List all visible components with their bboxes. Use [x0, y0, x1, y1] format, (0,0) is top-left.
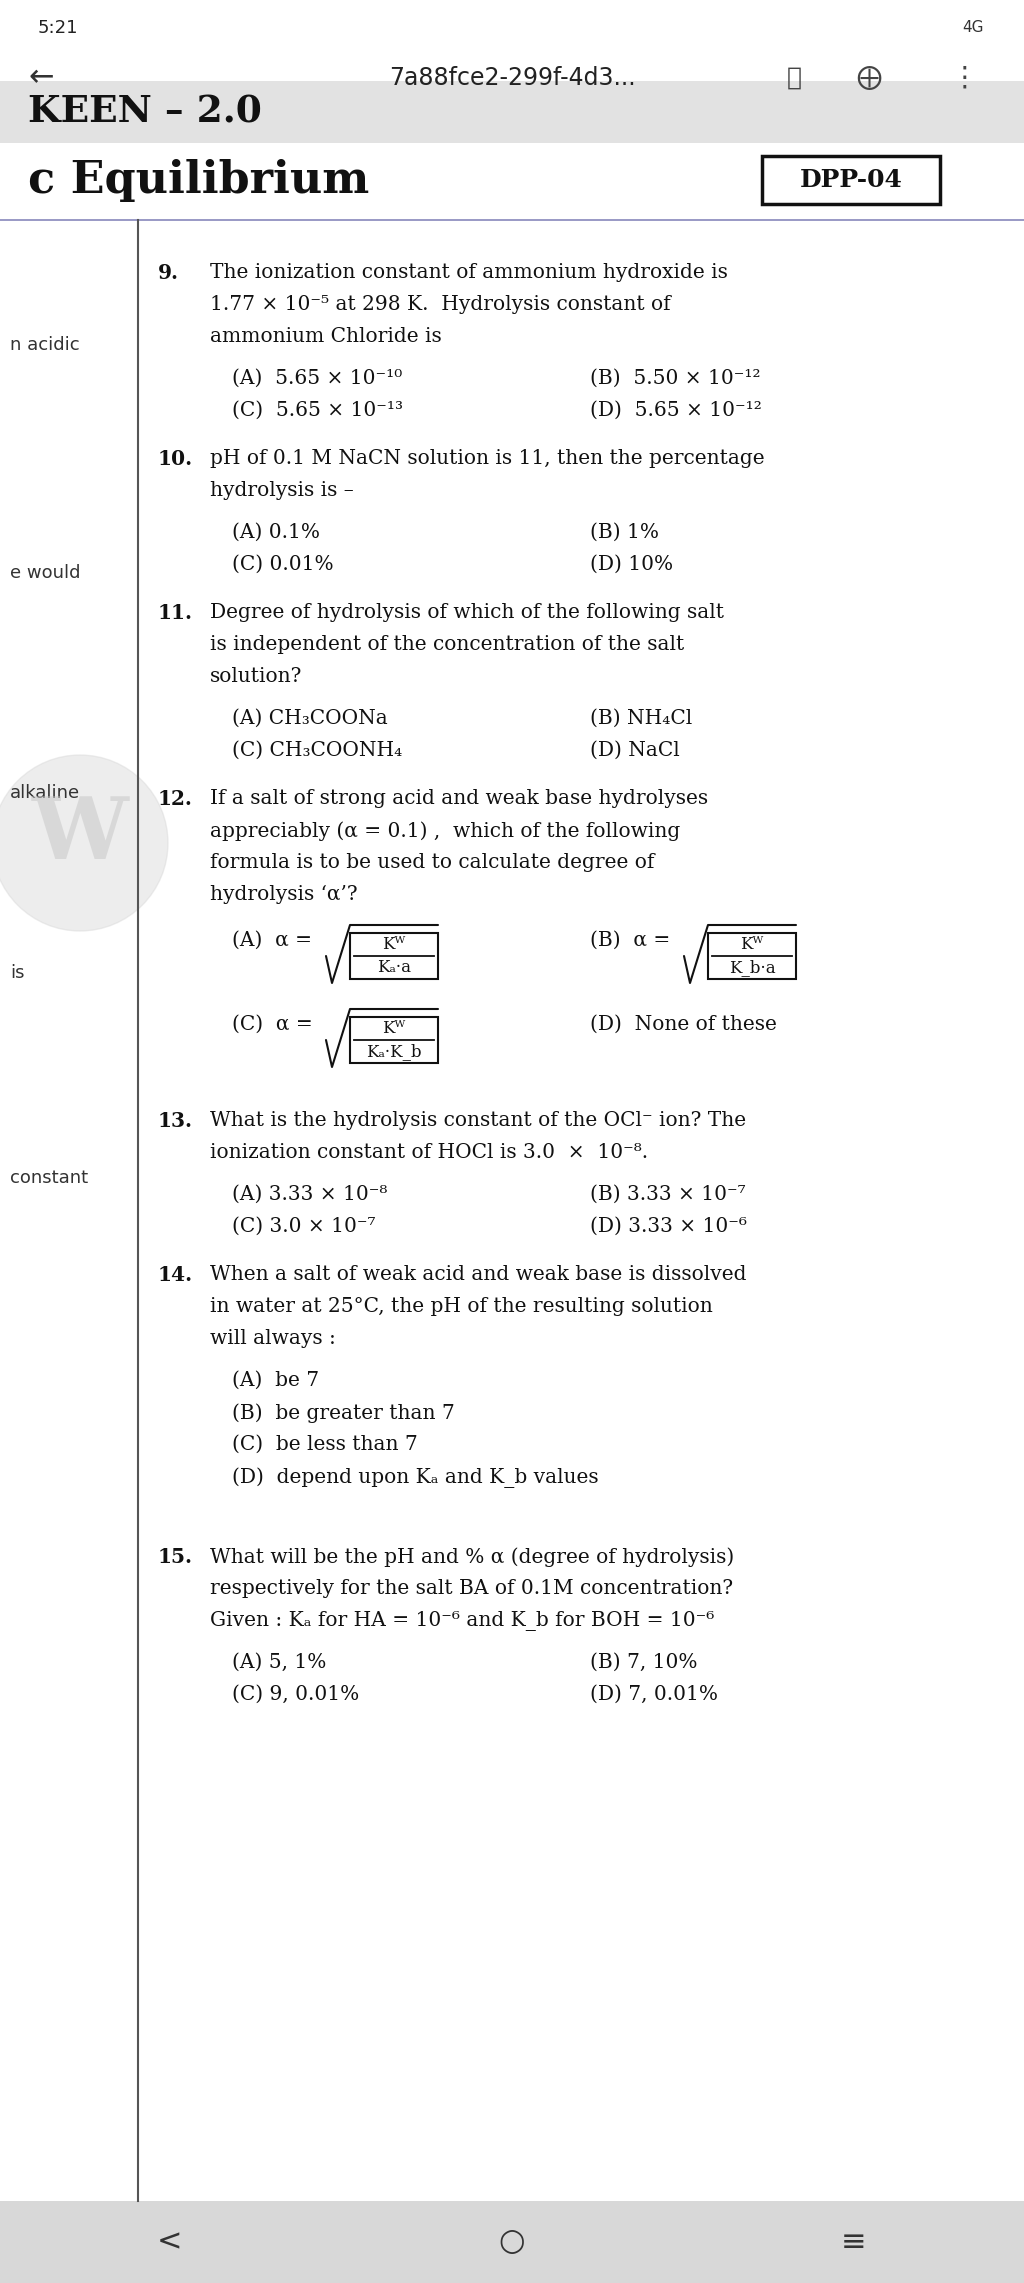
Text: 4G: 4G [963, 21, 984, 37]
Text: appreciably (α = 0.1) ,  which of the following: appreciably (α = 0.1) , which of the fol… [210, 822, 680, 840]
Text: Kᵂ: Kᵂ [740, 936, 764, 952]
Circle shape [0, 756, 168, 931]
Text: (C)  5.65 × 10⁻¹³: (C) 5.65 × 10⁻¹³ [232, 402, 403, 420]
Text: ≡: ≡ [841, 2228, 865, 2256]
Text: 5:21: 5:21 [38, 18, 79, 37]
Text: If a salt of strong acid and weak base hydrolyses: If a salt of strong acid and weak base h… [210, 790, 709, 808]
Text: hydrolysis is –: hydrolysis is – [210, 482, 353, 500]
Text: Kᵂ: Kᵂ [382, 1021, 406, 1036]
Text: 7a88fce2-299f-4d3...: 7a88fce2-299f-4d3... [389, 66, 635, 89]
Text: pH of 0.1 M NaCN solution is 11, then the percentage: pH of 0.1 M NaCN solution is 11, then th… [210, 450, 765, 468]
Text: When a salt of weak acid and weak base is dissolved: When a salt of weak acid and weak base i… [210, 1265, 746, 1283]
Text: <: < [158, 2228, 182, 2256]
Text: KEEN – 2.0: KEEN – 2.0 [28, 94, 262, 130]
Text: (A) CH₃COONa: (A) CH₃COONa [232, 710, 388, 728]
Text: (A)  α =: (A) α = [232, 931, 312, 950]
Text: (A)  be 7: (A) be 7 [232, 1372, 319, 1390]
Text: Degree of hydrolysis of which of the following salt: Degree of hydrolysis of which of the fol… [210, 603, 724, 621]
Text: ionization constant of HOCl is 3.0  ×  10⁻⁸.: ionization constant of HOCl is 3.0 × 10⁻… [210, 1144, 648, 1162]
Text: ⌕: ⌕ [786, 66, 802, 89]
Text: alkaline: alkaline [10, 783, 80, 801]
Text: (C)  α =: (C) α = [232, 1016, 312, 1034]
Text: hydrolysis ‘α’?: hydrolysis ‘α’? [210, 886, 357, 904]
Text: What will be the pH and % α (degree of hydrolysis): What will be the pH and % α (degree of h… [210, 1548, 734, 1566]
Text: formula is to be used to calculate degree of: formula is to be used to calculate degre… [210, 854, 654, 872]
Text: (A)  5.65 × 10⁻¹⁰: (A) 5.65 × 10⁻¹⁰ [232, 370, 402, 388]
Text: ⨁: ⨁ [856, 66, 882, 89]
Text: solution?: solution? [210, 667, 302, 685]
Text: (D) NaCl: (D) NaCl [590, 742, 680, 760]
Text: 15.: 15. [158, 1548, 193, 1566]
Text: (B) 1%: (B) 1% [590, 523, 659, 541]
Text: The ionization constant of ammonium hydroxide is: The ionization constant of ammonium hydr… [210, 263, 728, 283]
FancyBboxPatch shape [350, 1016, 438, 1064]
Text: 11.: 11. [158, 603, 193, 623]
Text: is independent of the concentration of the salt: is independent of the concentration of t… [210, 635, 684, 653]
Text: (D)  depend upon Kₐ and K_b values: (D) depend upon Kₐ and K_b values [232, 1468, 599, 1489]
FancyBboxPatch shape [350, 934, 438, 979]
FancyBboxPatch shape [762, 155, 940, 203]
Text: (D)  None of these: (D) None of these [590, 1016, 777, 1034]
Text: (C) 0.01%: (C) 0.01% [232, 555, 334, 573]
Text: K_b·a: K_b·a [729, 959, 775, 977]
Text: Given : Kₐ for HA = 10⁻⁶ and K_b for BOH = 10⁻⁶: Given : Kₐ for HA = 10⁻⁶ and K_b for BOH… [210, 1612, 715, 1630]
Text: (A) 3.33 × 10⁻⁸: (A) 3.33 × 10⁻⁸ [232, 1185, 387, 1203]
Text: 10.: 10. [158, 450, 194, 468]
Text: in water at 25°C, the pH of the resulting solution: in water at 25°C, the pH of the resultin… [210, 1297, 713, 1315]
Text: (B)  α =: (B) α = [590, 931, 671, 950]
Text: (D)  5.65 × 10⁻¹²: (D) 5.65 × 10⁻¹² [590, 402, 762, 420]
Text: c Equilibrium: c Equilibrium [28, 160, 370, 203]
Text: (A) 0.1%: (A) 0.1% [232, 523, 319, 541]
Text: n acidic: n acidic [10, 336, 80, 354]
Text: (C) 3.0 × 10⁻⁷: (C) 3.0 × 10⁻⁷ [232, 1217, 376, 1235]
Text: (B) 3.33 × 10⁻⁷: (B) 3.33 × 10⁻⁷ [590, 1185, 745, 1203]
Text: ←: ← [28, 64, 53, 94]
Text: (B) 7, 10%: (B) 7, 10% [590, 1653, 697, 1671]
Bar [0, 2201, 1024, 2283]
Text: (C)  be less than 7: (C) be less than 7 [232, 1436, 418, 1454]
Text: ⋮: ⋮ [950, 64, 978, 91]
Text: respectively for the salt BA of 0.1M concentration?: respectively for the salt BA of 0.1M con… [210, 1580, 733, 1598]
Text: (B) NH₄Cl: (B) NH₄Cl [590, 710, 692, 728]
Text: 12.: 12. [158, 790, 193, 808]
Text: e would: e would [10, 564, 81, 582]
Text: Kₐ·a: Kₐ·a [377, 959, 411, 977]
Bar [0, 80, 1024, 144]
Text: (C) 9, 0.01%: (C) 9, 0.01% [232, 1685, 359, 1703]
Text: 9.: 9. [158, 263, 179, 283]
Text: (D) 7, 0.01%: (D) 7, 0.01% [590, 1685, 718, 1703]
Text: What is the hydrolysis constant of the OCl⁻ ion? The: What is the hydrolysis constant of the O… [210, 1112, 746, 1130]
Text: W: W [32, 792, 128, 877]
Text: (D) 3.33 × 10⁻⁶: (D) 3.33 × 10⁻⁶ [590, 1217, 746, 1235]
Text: constant: constant [10, 1169, 88, 1187]
Text: is: is [10, 963, 25, 982]
Text: DPP-04: DPP-04 [800, 169, 902, 192]
Text: ammonium Chloride is: ammonium Chloride is [210, 326, 441, 347]
Text: Kₐ·K_b: Kₐ·K_b [367, 1043, 422, 1059]
Text: 1.77 × 10⁻⁵ at 298 K.  Hydrolysis constant of: 1.77 × 10⁻⁵ at 298 K. Hydrolysis constan… [210, 295, 671, 315]
Text: (D) 10%: (D) 10% [590, 555, 673, 573]
Text: (A) 5, 1%: (A) 5, 1% [232, 1653, 327, 1671]
Text: (B)  be greater than 7: (B) be greater than 7 [232, 1404, 455, 1422]
FancyBboxPatch shape [708, 934, 796, 979]
Text: (B)  5.50 × 10⁻¹²: (B) 5.50 × 10⁻¹² [590, 370, 761, 388]
Text: will always :: will always : [210, 1329, 336, 1347]
Text: 14.: 14. [158, 1265, 194, 1285]
Text: ○: ○ [499, 2228, 525, 2256]
Text: Kᵂ: Kᵂ [382, 936, 406, 952]
Text: (C) CH₃COONH₄: (C) CH₃COONH₄ [232, 742, 402, 760]
Text: 13.: 13. [158, 1112, 193, 1130]
